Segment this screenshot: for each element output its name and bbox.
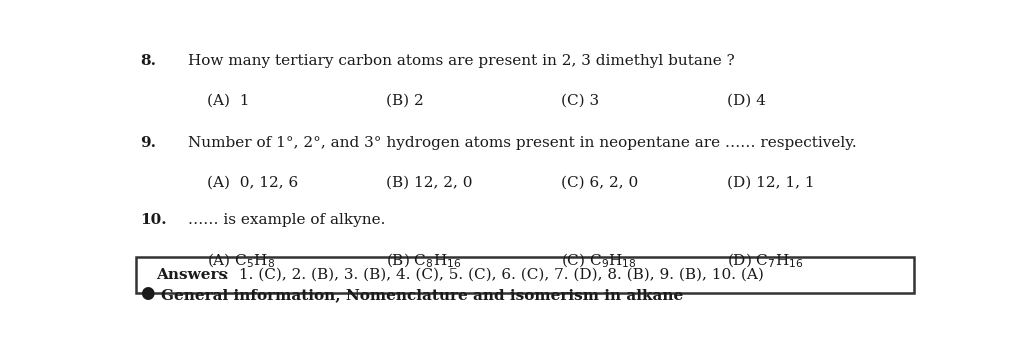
Text: (B) 2: (B) 2 [386, 94, 424, 108]
Text: Number of 1°, 2°, and 3° hydrogen atoms present in neopentane are …… respectivel: Number of 1°, 2°, and 3° hydrogen atoms … [187, 136, 856, 151]
Text: Answers: Answers [156, 268, 227, 282]
Text: (A)  0, 12, 6: (A) 0, 12, 6 [207, 175, 299, 189]
Text: (B) 12, 2, 0: (B) 12, 2, 0 [386, 175, 472, 189]
Text: (C) 6, 2, 0: (C) 6, 2, 0 [560, 175, 638, 189]
Text: …… is example of alkyne.: …… is example of alkyne. [187, 213, 385, 227]
Text: (A) C$_{5}$H$_{8}$: (A) C$_{5}$H$_{8}$ [207, 251, 275, 270]
Text: ●: ● [140, 285, 155, 302]
Text: How many tertiary carbon atoms are present in 2, 3 dimethyl butane ?: How many tertiary carbon atoms are prese… [187, 54, 734, 68]
FancyBboxPatch shape [136, 257, 913, 293]
Text: 8.: 8. [140, 54, 156, 68]
Text: General information, Nomenclature and isomerism in alkane: General information, Nomenclature and is… [162, 288, 684, 302]
Text: (C) 3: (C) 3 [560, 94, 599, 108]
Text: :  1. (C), 2. (B), 3. (B), 4. (C), 5. (C), 6. (C), 7. (D), 8. (B), 9. (B), 10. (: : 1. (C), 2. (B), 3. (B), 4. (C), 5. (C)… [219, 268, 764, 282]
Text: 10.: 10. [140, 213, 167, 227]
Text: (D) C$_{7}$H$_{16}$: (D) C$_{7}$H$_{16}$ [727, 251, 804, 270]
Text: (D) 4: (D) 4 [727, 94, 766, 108]
Text: (B) C$_{8}$H$_{16}$: (B) C$_{8}$H$_{16}$ [386, 251, 462, 270]
Text: 9.: 9. [140, 136, 156, 151]
Text: (C) C$_{9}$H$_{18}$: (C) C$_{9}$H$_{18}$ [560, 251, 636, 270]
Text: (D) 12, 1, 1: (D) 12, 1, 1 [727, 175, 815, 189]
Text: (A)  1: (A) 1 [207, 94, 250, 108]
